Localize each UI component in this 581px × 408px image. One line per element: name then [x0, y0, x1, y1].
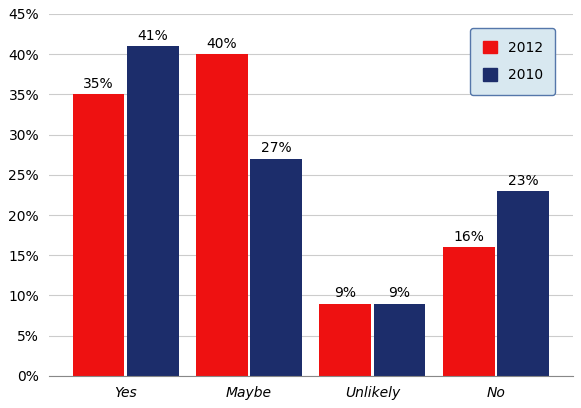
Text: 16%: 16% [453, 230, 484, 244]
Text: 23%: 23% [508, 174, 538, 188]
Legend: 2012, 2010: 2012, 2010 [470, 28, 555, 95]
Bar [196, 54, 248, 376]
Text: 9%: 9% [334, 286, 356, 300]
Bar [127, 46, 179, 376]
Text: 40%: 40% [207, 37, 237, 51]
Text: 41%: 41% [138, 29, 168, 43]
Bar [73, 94, 124, 376]
Bar [443, 247, 494, 376]
Text: 27%: 27% [261, 142, 292, 155]
Bar [250, 159, 302, 376]
Bar [320, 304, 371, 376]
Text: 9%: 9% [389, 286, 411, 300]
Bar [374, 304, 425, 376]
Text: 35%: 35% [83, 77, 114, 91]
Bar [497, 191, 549, 376]
